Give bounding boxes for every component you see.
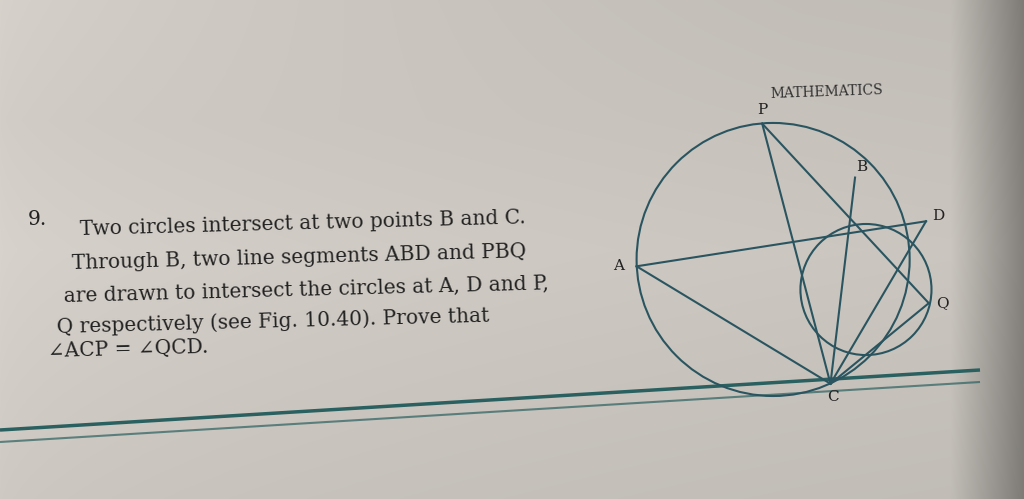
Text: Q respectively (see Fig. 10.40). Prove that: Q respectively (see Fig. 10.40). Prove t…	[56, 306, 489, 337]
Text: 9.: 9.	[28, 210, 47, 229]
Text: MATHEMATICS: MATHEMATICS	[770, 83, 884, 101]
Text: ∠ACP = ∠QCD.: ∠ACP = ∠QCD.	[48, 338, 209, 361]
Text: B: B	[856, 160, 867, 174]
Text: A: A	[613, 259, 625, 273]
Text: are drawn to intersect the circles at A, D and P,: are drawn to intersect the circles at A,…	[63, 274, 550, 306]
Text: Two circles intersect at two points B and C.: Two circles intersect at two points B an…	[80, 208, 526, 239]
Text: Q: Q	[936, 296, 948, 310]
Text: Through B, two line segments ABD and PBQ: Through B, two line segments ABD and PBQ	[72, 242, 527, 273]
Text: D: D	[932, 209, 944, 223]
Text: P: P	[757, 103, 767, 117]
Text: C: C	[827, 390, 839, 404]
